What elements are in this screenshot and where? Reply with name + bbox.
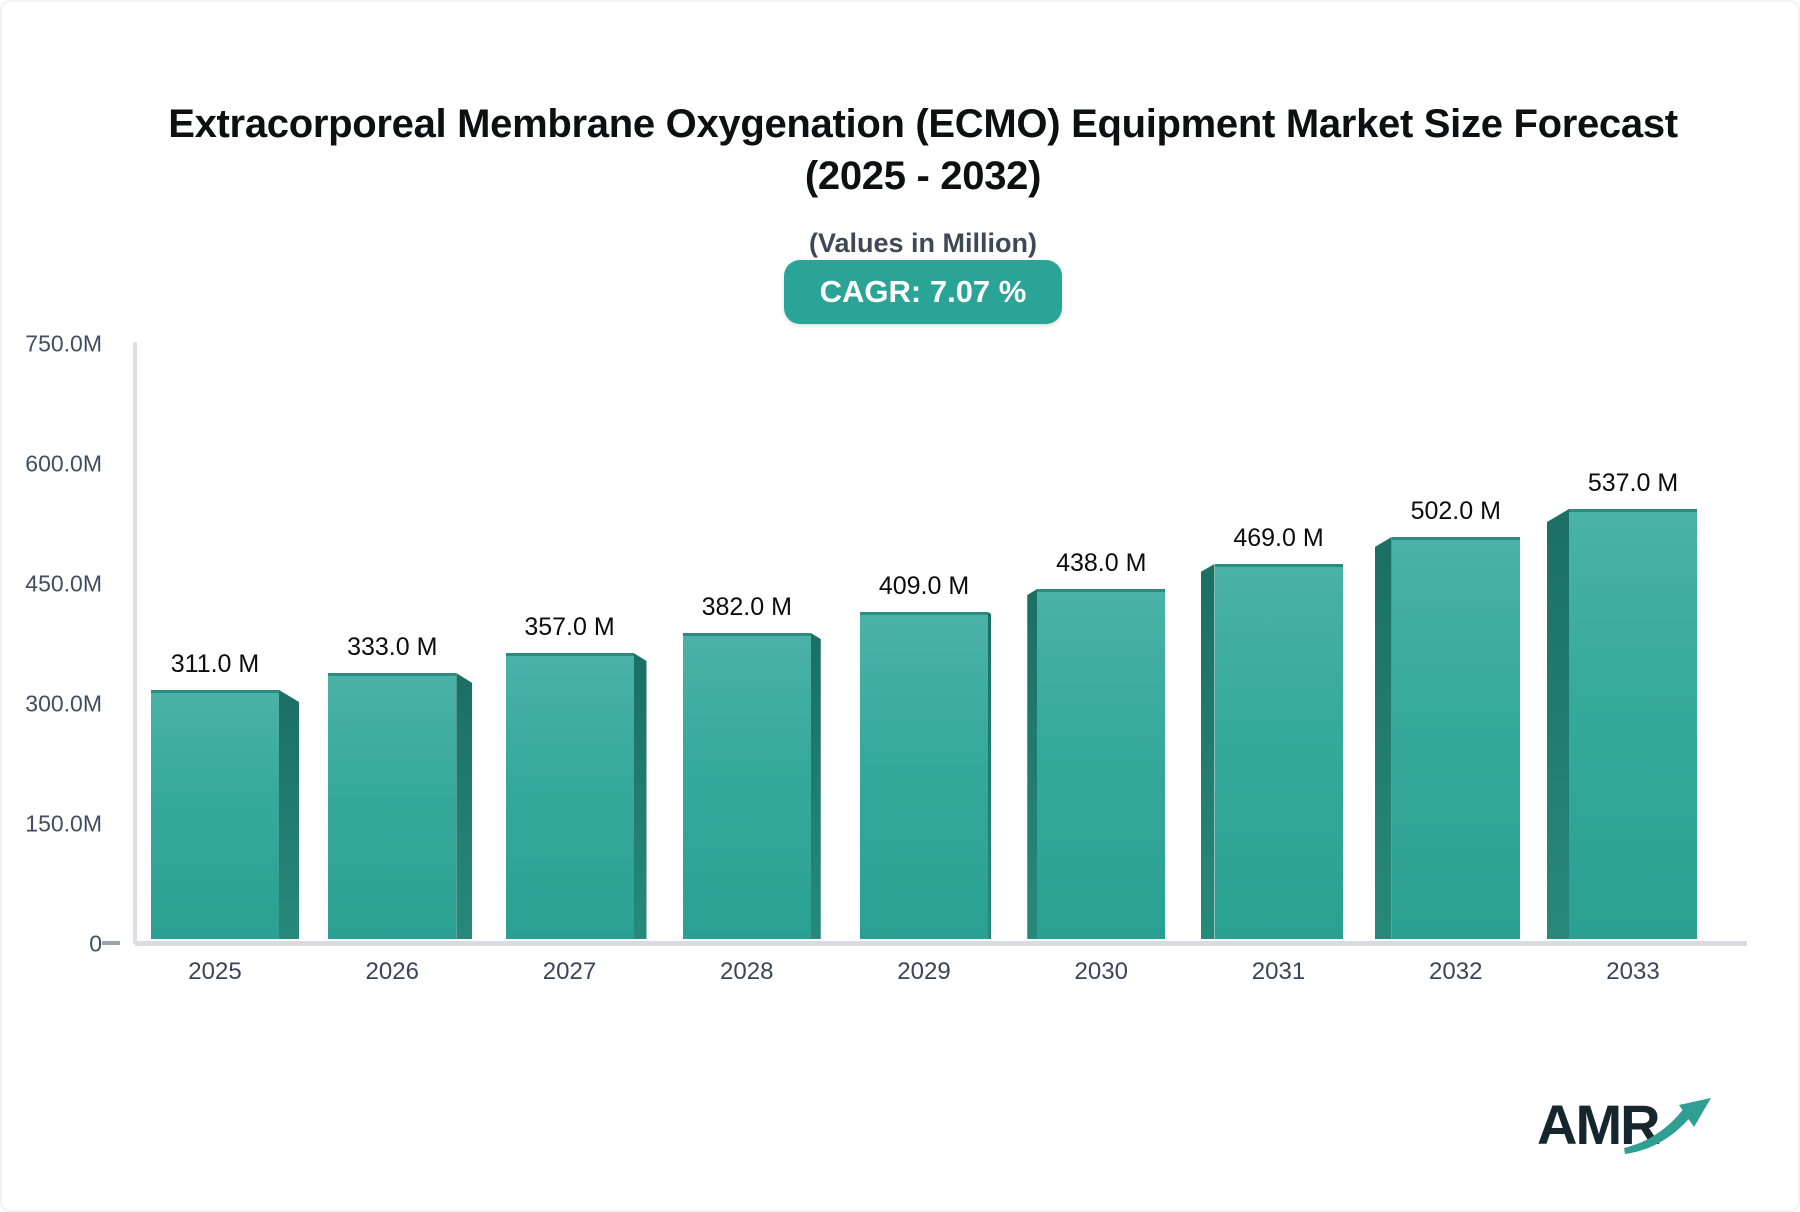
bar-2025 — [151, 690, 279, 939]
bar-value-label: 438.0 M — [1056, 549, 1147, 577]
page-title: Extracorporeal Membrane Oxygenation (ECM… — [168, 102, 1678, 146]
x-axis-label: 2028 — [720, 958, 774, 985]
bar-2026 — [328, 673, 457, 939]
bar-2031 — [1214, 564, 1343, 939]
bar-2027 — [505, 653, 634, 939]
bar-value-label: 382.0 M — [701, 593, 792, 621]
bar-side-2032 — [1374, 537, 1392, 939]
x-axis-label: 2029 — [897, 958, 951, 985]
bar-2030 — [1037, 589, 1166, 939]
bar-2028 — [682, 633, 811, 939]
x-axis-label: 2027 — [542, 958, 597, 985]
page-title-range: (2025 - 2032) — [804, 154, 1042, 198]
x-axis-label: 2033 — [1606, 958, 1660, 985]
values-unit-label: (Values in Million) — [808, 228, 1038, 258]
bar-value-label: 333.0 M — [347, 633, 438, 661]
x-axis-label: 2026 — [365, 958, 419, 985]
bar-side-2030 — [1027, 589, 1038, 939]
bar-value-label: 409.0 M — [878, 572, 970, 600]
bar-side-2031 — [1200, 564, 1215, 939]
x-axis-label: 2025 — [188, 958, 242, 985]
x-axis-label: 2031 — [1251, 958, 1306, 985]
amr-logo: AMR — [1537, 1092, 1717, 1162]
x-axis-baseline — [135, 941, 1747, 946]
bar-value-label: 469.0 M — [1233, 524, 1324, 552]
bar-value-label: 357.0 M — [524, 613, 615, 641]
y-axis-tick-label: 450.0M — [25, 570, 102, 597]
upward-trend-arrow-icon — [1624, 1098, 1711, 1154]
y-axis-tick-label: 750.0M — [25, 330, 102, 357]
x-axis-label: 2032 — [1429, 958, 1483, 985]
y-axis-line — [133, 342, 137, 944]
y-axis-tick-label: 300.0M — [25, 690, 102, 717]
bar-side-2025 — [279, 690, 299, 939]
bar-side-2027 — [633, 653, 647, 939]
bar-value-label: 311.0 M — [170, 650, 260, 678]
bar-side-2026 — [456, 673, 473, 939]
bar-side-2033 — [1547, 509, 1569, 939]
zero-tick-mark — [102, 941, 120, 945]
bar-2032 — [1391, 537, 1520, 939]
x-axis-label: 2030 — [1074, 958, 1128, 985]
bar-2029 — [860, 612, 988, 939]
y-axis-tick-label: 150.0M — [25, 810, 102, 837]
y-axis-tick-label: 0 — [89, 930, 102, 957]
bar-side-2029 — [988, 612, 991, 939]
bar-value-label: 502.0 M — [1410, 497, 1501, 525]
cagr-badge: CAGR: 7.07 % — [783, 260, 1063, 324]
bar-side-2028 — [810, 633, 821, 939]
bar-value-label: 537.0 M — [1587, 469, 1679, 497]
cagr-badge-row: CAGR: 7.07 % — [48, 260, 1798, 324]
bar-2033 — [1569, 509, 1697, 939]
y-axis-tick-label: 600.0M — [25, 450, 102, 477]
